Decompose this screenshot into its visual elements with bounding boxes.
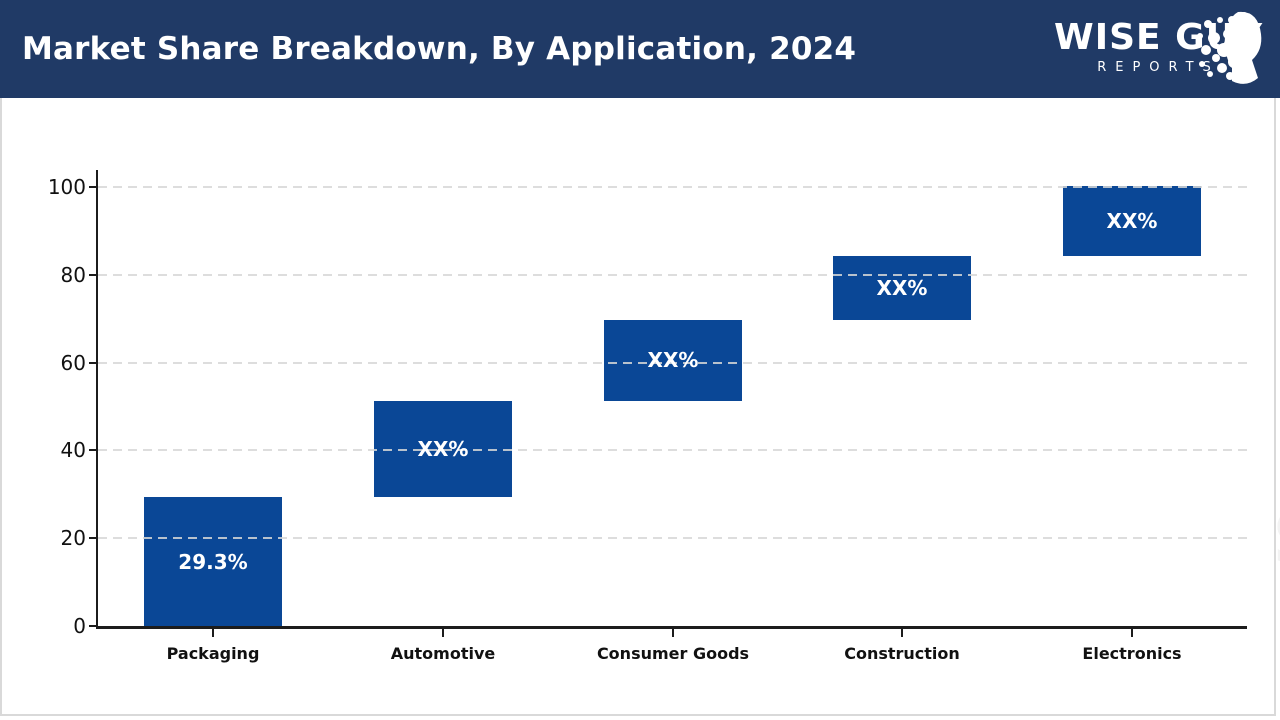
bar-consumer-goods [604,319,742,402]
x-axis-label: Automotive [390,644,496,663]
y-tick-mark [89,273,96,276]
bar-value-label: XX% [647,348,699,373]
y-axis-tick-label: 100 [47,175,86,199]
bar-packaging [144,497,282,626]
page-title: Market Share Breakdown, By Application, … [22,31,857,67]
x-tick-mark [212,629,214,637]
y-axis-tick-label: 0 [73,614,86,638]
x-axis-label: Packaging [166,644,260,663]
header: Market Share Breakdown, By Application, … [0,0,1280,98]
wiseguy-logo: WISE GUY REPORTS [1016,6,1266,92]
x-axis-label: Consumer Goods [596,644,750,663]
y-tick-mark [89,361,96,364]
y-tick-mark [89,537,96,540]
bar-value-label: XX% [876,275,928,300]
x-tick-mark [901,629,903,637]
gridline [98,449,1247,452]
y-axis-tick-label: 60 [60,350,86,375]
bar-construction [833,256,971,320]
y-axis-tick-label: 20 [60,526,86,551]
x-tick-mark [442,629,444,637]
gridline [98,537,1247,540]
bar-value-label: XX% [417,437,469,462]
y-axis-tick-label: 80 [60,262,86,287]
y-tick-mark [89,186,96,188]
x-axis-label: Electronics [1082,644,1182,663]
x-tick-mark [672,629,674,637]
bar-value-label: 29.3% [178,549,248,574]
x-axis-label: Construction [844,644,960,663]
y-tick-mark [89,625,96,627]
bar-automotive [374,401,512,498]
y-tick-mark [89,449,96,452]
y-axis-tick-label: 40 [60,438,86,463]
bar-electronics [1063,186,1201,257]
gridline [98,186,1247,188]
logo-line2: REPORTS [1097,60,1220,75]
gridline [98,361,1247,364]
x-tick-mark [1131,629,1133,637]
bar-value-label: XX% [1106,209,1158,234]
gridline [98,273,1247,276]
head-profile-icon [1197,11,1262,84]
waterfall-chart: 0 20 40 60 80 100 29.3% Packaging XX% Automotive X… [48,170,1247,663]
